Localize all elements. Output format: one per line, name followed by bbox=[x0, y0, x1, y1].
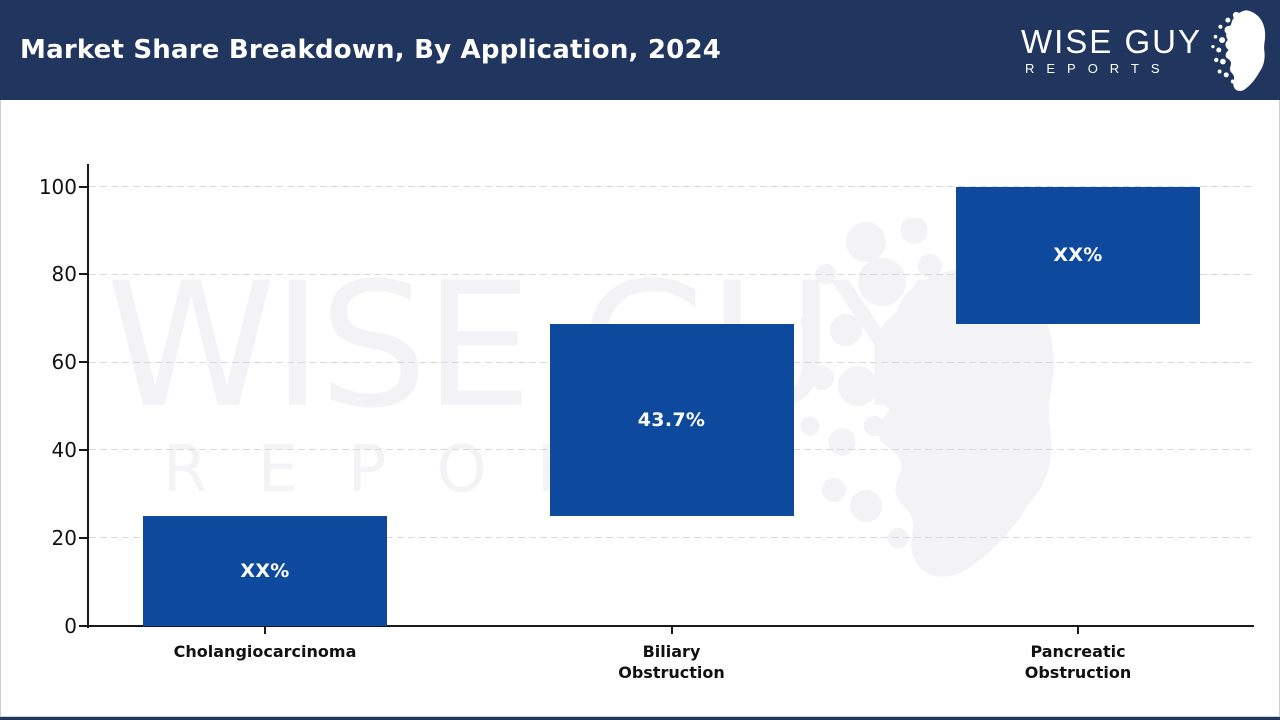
y-axis-line bbox=[87, 164, 89, 628]
gridline-80 bbox=[89, 273, 1254, 275]
bar-segment: XX% bbox=[143, 515, 387, 626]
bar-segment: 43.7% bbox=[549, 323, 794, 516]
x-category-label: Cholangiocarcinoma bbox=[173, 641, 357, 661]
bar-segment: XX% bbox=[956, 186, 1200, 324]
y-tick-label-20: 20 bbox=[51, 525, 77, 550]
y-tick-label-40: 40 bbox=[51, 437, 77, 462]
y-tick-mark-20 bbox=[79, 536, 87, 539]
chart-area: WISE GUY REPORTS 0 20 40 60 80 100 XX% Cholangi… bbox=[0, 100, 1280, 717]
x-tick-mark bbox=[1077, 625, 1079, 634]
logo-face-icon bbox=[1211, 10, 1266, 91]
gridline-100 bbox=[89, 186, 1254, 187]
logo-subtext: REPORTS bbox=[1024, 61, 1172, 76]
logo-text: WISE GUY REPORTS bbox=[1021, 25, 1202, 75]
footer-bar bbox=[0, 717, 1280, 720]
bar-value-label: XX% bbox=[240, 559, 290, 582]
y-tick-label-0: 0 bbox=[64, 613, 77, 638]
y-tick-mark-40 bbox=[79, 448, 87, 451]
bar-value-label: 43.7% bbox=[637, 408, 706, 431]
y-tick-label-60: 60 bbox=[51, 350, 77, 375]
chart-title: Market Share Breakdown, By Application, … bbox=[20, 35, 722, 65]
y-tick-mark-80 bbox=[79, 273, 87, 276]
y-tick-mark-100 bbox=[79, 185, 87, 188]
wiseguy-logo: WISE GUY REPORTS bbox=[1021, 8, 1266, 92]
y-tick-label-100: 100 bbox=[38, 174, 77, 199]
x-category-label: Pancreatic Obstruction bbox=[1024, 641, 1132, 682]
x-category-label: Biliary Obstruction bbox=[618, 641, 725, 682]
x-tick-mark bbox=[670, 625, 673, 634]
x-tick-mark bbox=[264, 625, 266, 634]
bar-chart: 0 20 40 60 80 100 XX% Cholangiocarcinoma 43.7% Bi… bbox=[1, 100, 1279, 716]
header-bar: Market Share Breakdown, By Application, … bbox=[0, 0, 1280, 100]
bar-value-label: XX% bbox=[1053, 244, 1103, 267]
y-tick-mark-60 bbox=[79, 361, 87, 364]
y-tick-mark-0 bbox=[79, 624, 87, 627]
gridline-20 bbox=[89, 537, 1254, 539]
logo-wordmark: WISE GUY bbox=[1020, 23, 1202, 60]
y-tick-label-80: 80 bbox=[51, 262, 77, 287]
